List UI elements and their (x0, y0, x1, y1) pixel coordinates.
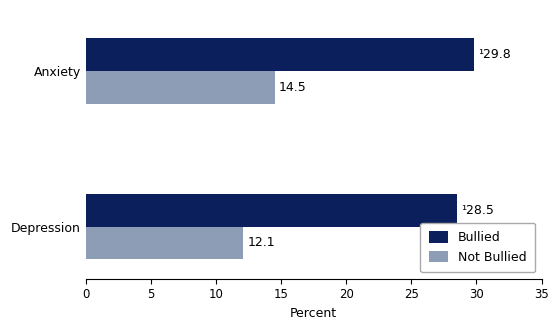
Bar (86, 38, 474, 71)
Bar (86, 71, 274, 104)
Bar (86, 226, 244, 259)
X-axis label: Percent: Percent (290, 307, 337, 320)
Text: ¹28.5: ¹28.5 (461, 204, 494, 217)
Text: 12.1: 12.1 (248, 236, 275, 249)
Text: 14.5: 14.5 (278, 81, 306, 94)
Bar (86, 194, 457, 226)
Legend: Bullied, Not Bullied: Bullied, Not Bullied (421, 223, 535, 272)
Text: ¹29.8: ¹29.8 (478, 48, 511, 61)
